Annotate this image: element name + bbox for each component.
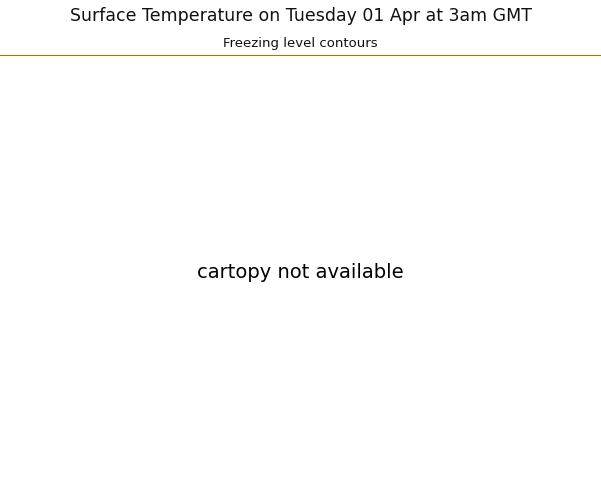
Text: Surface Temperature on Tuesday 01 Apr at 3am GMT: Surface Temperature on Tuesday 01 Apr at… bbox=[70, 7, 531, 25]
Text: Freezing level contours: Freezing level contours bbox=[223, 37, 378, 50]
Text: cartopy not available: cartopy not available bbox=[197, 263, 404, 282]
